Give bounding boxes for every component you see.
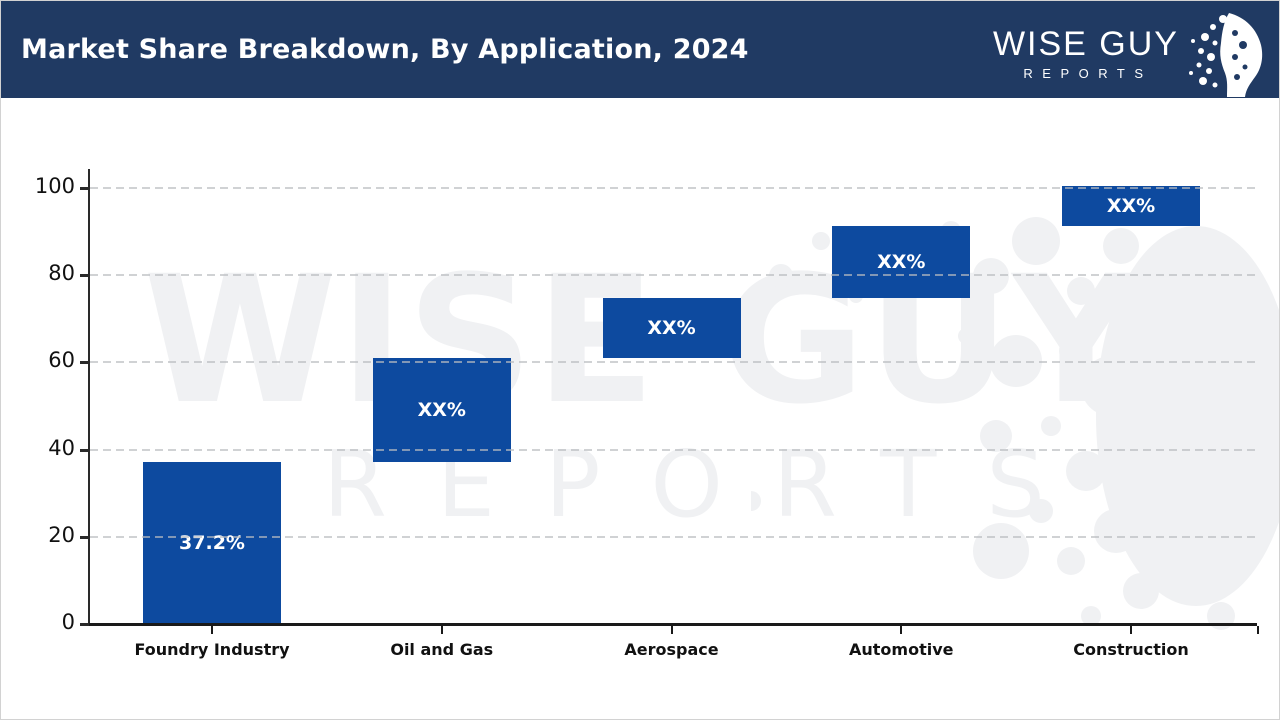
x-tick-mark: [1130, 626, 1132, 634]
y-tick-mark: [80, 448, 89, 452]
category-label: Oil and Gas: [390, 640, 494, 659]
gridline: [90, 535, 1259, 538]
y-tick-mark: [80, 361, 89, 365]
brand-logo: WISE GUY REPORTS: [993, 7, 1267, 97]
y-tick-label: 0: [61, 610, 75, 634]
bar: 37.2%: [143, 461, 281, 624]
y-tick-mark: [80, 623, 89, 626]
x-tick-mark: [900, 626, 903, 634]
bar: XX%: [1062, 186, 1200, 227]
category-label: Automotive: [849, 640, 954, 659]
gridline: [90, 187, 1259, 189]
brand-logo-reports: REPORTS: [1023, 66, 1153, 81]
bar-value-label: XX%: [1106, 195, 1156, 218]
y-tick-label: 80: [48, 261, 75, 286]
bar: XX%: [602, 297, 741, 359]
y-tick-label: 20: [48, 522, 75, 547]
category-label: Construction: [1073, 640, 1189, 659]
gridline: [90, 448, 1259, 451]
x-tick-mark: [440, 626, 443, 634]
brand-logo-wiseguy: WISE GUY: [992, 25, 1179, 63]
y-tick-label: 60: [48, 348, 75, 373]
bar-value-label: XX%: [877, 251, 926, 274]
chart-title: Market Share Breakdown, By Application, …: [21, 34, 749, 65]
y-tick-label: 40: [48, 435, 75, 460]
x-axis-spine: [88, 623, 1257, 626]
x-tick-mark: [211, 626, 213, 634]
gridline: [90, 274, 1259, 277]
y-axis-spine: [88, 169, 90, 625]
bar: XX%: [372, 358, 511, 462]
brand-logo-face-icon: [1189, 13, 1263, 97]
category-label: Aerospace: [624, 640, 719, 659]
category-label: Foundry Industry: [134, 640, 290, 659]
watermark-face-dots: [751, 217, 1279, 630]
bar-value-label: XX%: [647, 316, 696, 339]
header-bar: Market Share Breakdown, By Application, …: [1, 1, 1279, 98]
x-axis-end-tick: [1257, 626, 1259, 634]
x-tick-mark: [670, 626, 673, 634]
bar: XX%: [832, 226, 971, 298]
y-tick-mark: [80, 187, 89, 190]
brand-logo-text: WISE GUY REPORTS: [993, 25, 1179, 81]
y-tick-mark: [80, 535, 89, 539]
y-tick-mark: [80, 274, 89, 278]
gridline: [90, 361, 1259, 364]
y-tick-label: 100: [34, 174, 75, 198]
bar-value-label: XX%: [417, 398, 466, 421]
